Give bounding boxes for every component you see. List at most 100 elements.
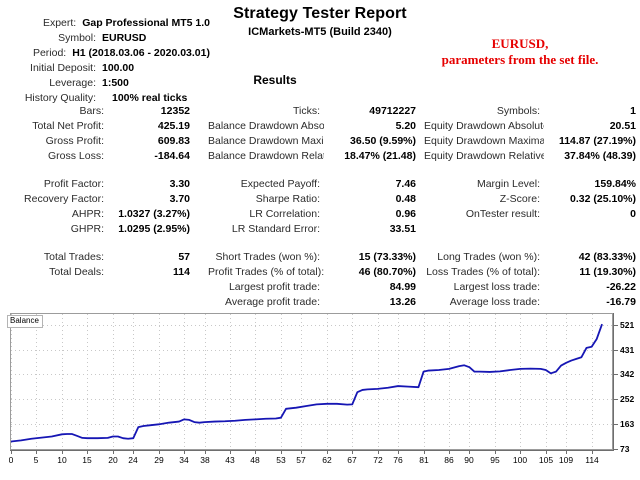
stat-value: 114 (173, 266, 190, 278)
header-value: Gap Professional MT5 1.0 (82, 17, 210, 29)
stat-label: Recovery Factor: (24, 193, 104, 205)
stat-cell (424, 222, 640, 237)
stat-value: 1.0295 (2.95%) (118, 223, 190, 235)
stat-row: Total Net Profit: 425.19 Balance Drawdown … (0, 119, 640, 134)
stat-value: 3.70 (169, 193, 190, 205)
header-label: History Quality: (24, 92, 96, 104)
header-row: Period: H1 (2018.03.06 - 2020.03.01) (0, 46, 210, 61)
stat-row: Total Deals: 114 Profit Trades (% of total… (0, 265, 640, 280)
stat-cell: Total Deals: 114 (0, 265, 208, 280)
stat-label: Balance Drawdown Absolute: (208, 120, 324, 132)
stat-label: LR Standard Error: (231, 223, 320, 235)
stat-cell: Ticks: 49712227 (208, 104, 424, 119)
x-tick-label: 34 (179, 455, 189, 465)
x-tick-label: 15 (82, 455, 92, 465)
x-tick-label: 53 (276, 455, 286, 465)
stat-row: Recovery Factor: 3.70 Sharpe Ratio: 0.48 Z-S… (0, 192, 640, 207)
y-tick-label: 163 (620, 419, 635, 429)
stat-cell: OnTester result: 0 (424, 207, 640, 222)
stat-label: Total Net Profit: (32, 120, 104, 132)
y-tick-mark (614, 449, 618, 450)
stat-cell: Profit Factor: 3.30 (0, 177, 208, 192)
stat-value: 33.51 (389, 223, 416, 235)
header-row: Initial Deposit: 100.00 (0, 61, 210, 76)
stat-label: Equity Drawdown Absolute: (424, 120, 544, 132)
stat-value: 425.19 (157, 120, 190, 132)
stat-label: Bars: (79, 105, 104, 117)
stat-cell: LR Correlation: 0.96 (208, 207, 424, 222)
x-tick-mark (378, 451, 379, 454)
page-title: Strategy Tester Report (233, 5, 407, 22)
stat-value: 37.84% (48.39) (564, 150, 636, 162)
stat-cell: Symbols: 1 (424, 104, 640, 119)
stat-value: 42 (83.33%) (578, 251, 636, 263)
stat-label: Gross Loss: (47, 150, 104, 162)
stat-value: 0.48 (395, 193, 416, 205)
stat-label: Equity Drawdown Maximal: (424, 135, 544, 147)
stat-label (424, 222, 544, 237)
stat-cell: Loss Trades (% of total): 11 (19.30%) (424, 265, 640, 280)
stat-cell (0, 295, 208, 310)
x-tick-label: 57 (296, 455, 306, 465)
statistics-grid: Bars: 12352 Ticks: 49712227 Symbols: 1 Total N… (0, 104, 640, 310)
x-tick-label: 48 (250, 455, 260, 465)
stat-value: 7.46 (395, 178, 416, 190)
x-tick-label: 90 (464, 455, 474, 465)
stat-label (0, 295, 108, 310)
stat-label: Z-Score: (499, 193, 540, 205)
header-row: Leverage: 1:500 (0, 76, 210, 91)
stat-cell: Largest profit trade: 84.99 (208, 280, 424, 295)
stat-value: 1 (630, 105, 636, 117)
stat-cell: Expected Payoff: 7.46 (208, 177, 424, 192)
stat-row: GHPR: 1.0295 (2.95%) LR Standard Error: 33.… (0, 222, 640, 237)
x-tick-mark (327, 451, 328, 454)
stat-value: 84.99 (389, 281, 416, 293)
stat-value: 49712227 (369, 105, 416, 117)
x-tick-mark (449, 451, 450, 454)
stat-cell: Gross Loss: -184.64 (0, 149, 208, 164)
stat-cell: Recovery Factor: 3.70 (0, 192, 208, 207)
stat-label: Long Trades (won %): (437, 251, 540, 263)
stat-value: -16.79 (606, 296, 636, 308)
header-row: Expert: Gap Professional MT5 1.0 (0, 16, 210, 31)
stat-block: Total Trades: 57 Short Trades (won %): 15 (… (0, 250, 640, 310)
stat-value: 0 (630, 208, 636, 220)
x-tick-label: 100 (512, 455, 528, 465)
x-tick-mark (469, 451, 470, 454)
balance-series-line (11, 323, 603, 443)
stat-cell: Profit Trades (% of total): 46 (80.70%) (208, 265, 424, 280)
stat-cell: Equity Drawdown Relative: 37.84% (48.39) (424, 149, 640, 164)
stat-label (0, 280, 108, 295)
x-tick-mark (546, 451, 547, 454)
annotation-note: EURUSD, parameters from the set file. (400, 36, 640, 68)
stat-value: 46 (80.70%) (358, 266, 416, 278)
x-tick-label: 43 (225, 455, 235, 465)
stat-label: Total Trades: (43, 251, 104, 263)
stat-value: 609.83 (157, 135, 190, 147)
stat-cell: Balance Drawdown Relative: 18.47% (21.48) (208, 149, 424, 164)
x-tick-label: 29 (154, 455, 164, 465)
x-tick-mark (205, 451, 206, 454)
stat-cell: Equity Drawdown Absolute: 20.51 (424, 119, 640, 134)
stat-cell: Total Trades: 57 (0, 250, 208, 265)
stat-label: Balance Drawdown Maximal: (208, 135, 324, 147)
x-tick-label: 67 (347, 455, 357, 465)
header-label: Expert: (42, 17, 77, 29)
stat-value (108, 280, 208, 295)
annotation-line-1: EURUSD, (491, 36, 549, 51)
x-tick-mark (281, 451, 282, 454)
stat-label: Balance Drawdown Relative: (208, 150, 324, 162)
stat-value: 36.50 (9.59%) (350, 135, 416, 147)
x-tick-mark (184, 451, 185, 454)
stat-block: Bars: 12352 Ticks: 49712227 Symbols: 1 Total N… (0, 104, 640, 164)
x-tick-mark (592, 451, 593, 454)
stat-value: 20.51 (609, 120, 636, 132)
stat-cell: AHPR: 1.0327 (3.27%) (0, 207, 208, 222)
stat-row: Average profit trade: 13.26 Average loss t… (0, 295, 640, 310)
header-value: 100.00 (102, 62, 135, 74)
report-subtitle: ICMarkets-MT5 (Build 2340) (248, 26, 392, 38)
stat-cell (0, 280, 208, 295)
stat-row: AHPR: 1.0327 (3.27%) LR Correlation: 0.96 On… (0, 207, 640, 222)
x-tick-mark (520, 451, 521, 454)
x-tick-label: 86 (444, 455, 454, 465)
